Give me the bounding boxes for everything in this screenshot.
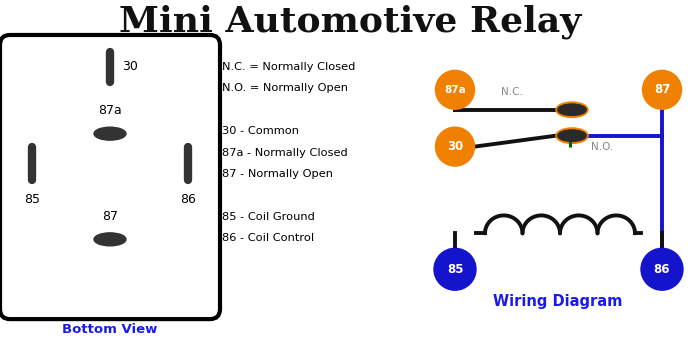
Text: Bottom View: Bottom View <box>62 323 158 336</box>
Ellipse shape <box>556 128 588 144</box>
Circle shape <box>434 248 476 290</box>
Ellipse shape <box>556 102 588 118</box>
Circle shape <box>435 127 475 166</box>
Text: 85 - Coil Ground: 85 - Coil Ground <box>222 212 315 222</box>
Text: 87: 87 <box>102 210 118 223</box>
Text: 87a: 87a <box>444 85 466 95</box>
Text: 86: 86 <box>654 263 671 276</box>
Text: 86: 86 <box>180 193 196 206</box>
Text: 87 - Normally Open: 87 - Normally Open <box>222 169 333 179</box>
Ellipse shape <box>558 104 586 115</box>
Text: 87a - Normally Closed: 87a - Normally Closed <box>222 148 348 158</box>
Text: N.C.: N.C. <box>501 87 523 97</box>
Circle shape <box>643 70 682 109</box>
Text: N.O.: N.O. <box>591 142 613 152</box>
Text: Wiring Diagram: Wiring Diagram <box>494 294 623 309</box>
Ellipse shape <box>558 130 586 141</box>
Ellipse shape <box>558 104 586 115</box>
Text: N.O. = Normally Open: N.O. = Normally Open <box>222 83 348 93</box>
Text: 87a: 87a <box>98 104 122 117</box>
Text: Mini Automotive Relay: Mini Automotive Relay <box>119 5 581 39</box>
Text: 30: 30 <box>447 140 463 153</box>
Text: 30 - Common: 30 - Common <box>222 126 299 136</box>
Text: 86 - Coil Control: 86 - Coil Control <box>222 233 314 243</box>
Ellipse shape <box>558 130 586 141</box>
FancyBboxPatch shape <box>0 35 220 319</box>
Text: 30: 30 <box>122 60 138 73</box>
Ellipse shape <box>94 233 126 246</box>
Text: 87: 87 <box>654 83 670 96</box>
Text: 85: 85 <box>24 193 40 206</box>
Ellipse shape <box>94 127 126 140</box>
Circle shape <box>435 70 475 109</box>
Text: 85: 85 <box>447 263 463 276</box>
Text: N.C. = Normally Closed: N.C. = Normally Closed <box>222 62 356 72</box>
Circle shape <box>641 248 683 290</box>
